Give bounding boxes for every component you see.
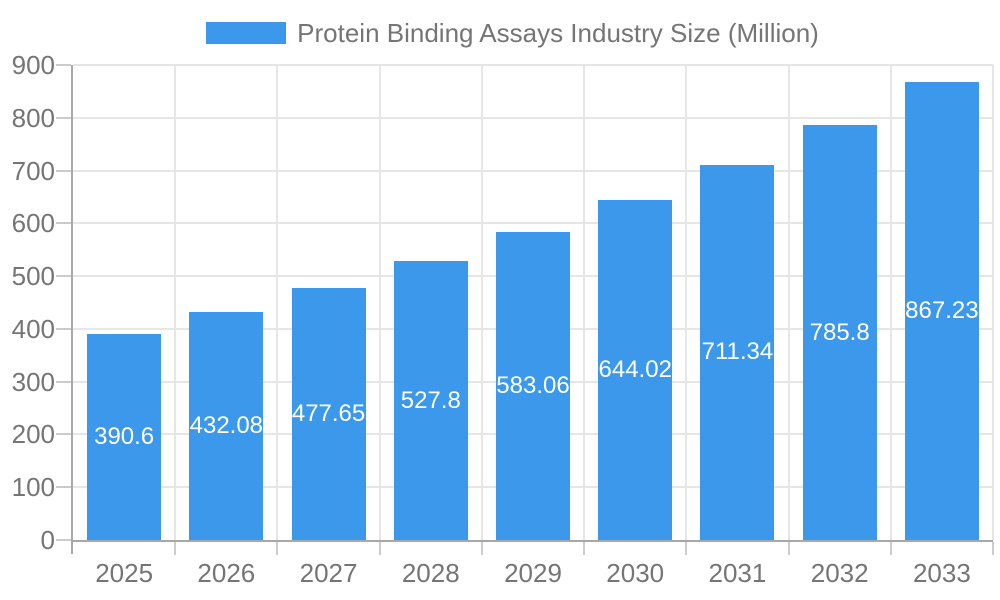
bar-2027 — [291, 287, 366, 540]
bar-2030 — [598, 200, 673, 540]
gridline-h — [73, 169, 993, 172]
x-axis-label: 2029 — [504, 558, 562, 588]
y-tick — [56, 64, 71, 66]
x-axis-line — [71, 540, 993, 542]
x-axis-label: 2030 — [606, 558, 665, 588]
bar-value-label: 785.8 — [809, 318, 870, 346]
bar-2026 — [189, 311, 264, 540]
y-axis-label: 0 — [40, 525, 55, 555]
legend-swatch — [206, 22, 287, 44]
bar-2033 — [904, 82, 979, 540]
x-axis-label: 2028 — [401, 558, 460, 588]
bar-2032 — [802, 125, 877, 540]
x-tick — [276, 542, 279, 555]
x-tick — [583, 542, 586, 555]
gridline-h — [73, 116, 993, 119]
x-tick — [480, 542, 483, 555]
bar-value-label: 432.08 — [189, 411, 264, 439]
x-axis-label: 2027 — [299, 558, 358, 588]
bar-value-label: 390.6 — [94, 422, 155, 450]
y-tick — [56, 169, 71, 172]
y-axis-line — [71, 65, 73, 554]
bar-2025 — [87, 333, 162, 540]
x-axis-label: 2026 — [197, 558, 256, 588]
bar-2028 — [393, 261, 468, 540]
x-tick — [992, 542, 994, 555]
y-axis-label: 900 — [11, 50, 55, 80]
y-tick — [56, 433, 71, 436]
gridline-v — [174, 65, 177, 540]
gridline-h — [73, 64, 993, 66]
gridline-v — [787, 65, 790, 540]
bar-2031 — [700, 164, 775, 540]
gridline-v — [889, 65, 892, 540]
y-tick — [56, 222, 71, 225]
gridline-v — [685, 65, 688, 540]
legend-label: Protein Binding Assays Industry Size (Mi… — [297, 18, 819, 48]
y-axis-label: 100 — [11, 472, 55, 503]
gridline-v — [583, 65, 586, 540]
gridline-v — [480, 65, 483, 540]
bar-2029 — [496, 232, 570, 540]
y-axis-label: 400 — [11, 313, 55, 344]
x-axis-label: 2031 — [708, 558, 767, 588]
x-tick — [174, 542, 177, 555]
x-tick — [685, 542, 688, 555]
gridline-v — [378, 65, 381, 540]
y-tick — [56, 486, 71, 489]
bar-value-label: 583.06 — [496, 372, 570, 400]
legend: Protein Binding Assays Industry Size (Mi… — [0, 17, 1000, 49]
gridline-v — [992, 65, 994, 540]
y-axis-label: 300 — [11, 366, 55, 397]
y-tick — [56, 327, 71, 330]
gridline-v — [276, 65, 279, 540]
y-axis-label: 500 — [11, 261, 55, 292]
gridline-h — [73, 222, 993, 225]
bar-value-label: 711.34 — [701, 338, 774, 366]
y-axis-label: 700 — [11, 155, 55, 186]
y-tick — [56, 380, 71, 383]
y-axis-label: 800 — [11, 102, 55, 133]
y-axis-label: 200 — [11, 419, 55, 450]
bar-value-label: 527.8 — [400, 386, 461, 414]
x-axis-label: 2025 — [95, 558, 154, 588]
bar-value-label: 644.02 — [598, 356, 672, 384]
x-axis-label: 2033 — [912, 558, 971, 588]
bar-value-label: 867.23 — [905, 297, 979, 325]
y-tick — [56, 275, 71, 278]
x-tick — [889, 542, 892, 555]
x-tick — [787, 542, 790, 555]
y-axis-label: 600 — [11, 208, 55, 239]
y-tick — [56, 116, 71, 119]
x-axis-label: 2032 — [810, 558, 869, 588]
x-tick — [378, 542, 381, 555]
y-tick — [56, 539, 71, 541]
plot-area: 390.6 432.08 477.65 527.8 583.06 644.02 711.34… — [12, 50, 994, 588]
bar-value-label: 477.65 — [291, 399, 366, 427]
